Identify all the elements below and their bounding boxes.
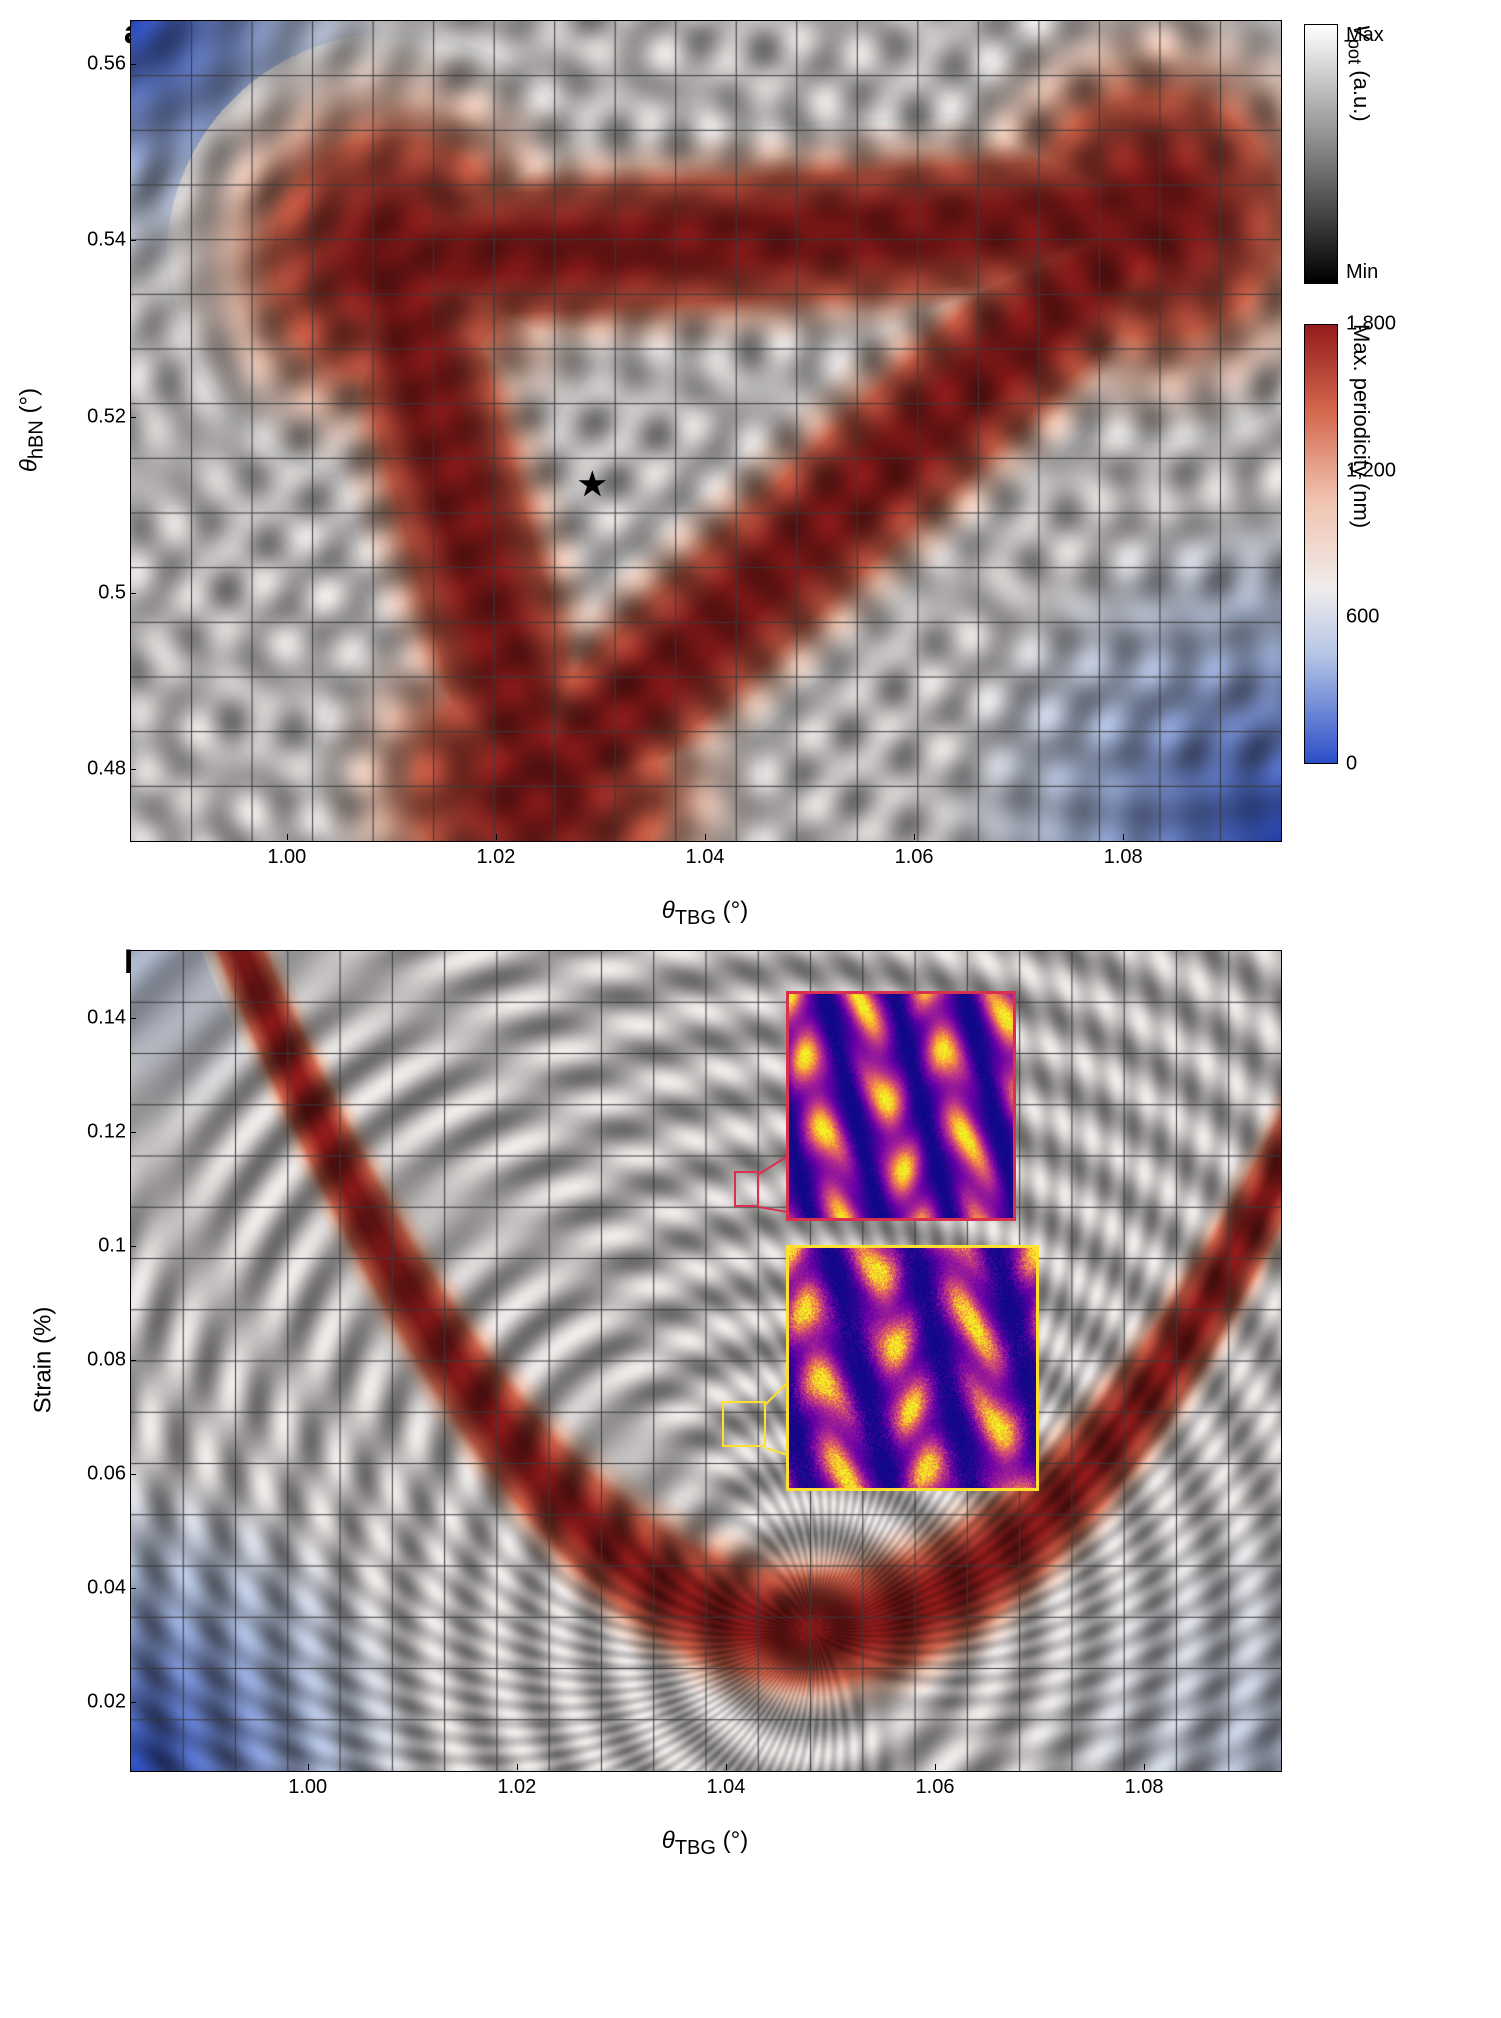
panel-a-xaxis: θTBG (°) 1.001.021.041.061.08 bbox=[130, 840, 1280, 910]
vpot-strip bbox=[1304, 24, 1338, 284]
panel-a: a ★ θhBN (°) 0.480.50.520.540.56 θTBG (°… bbox=[130, 20, 1480, 840]
panel-b-plot: Strain (%) 0.020.040.060.080.10.120.14 θ… bbox=[130, 950, 1280, 1770]
inset-bottom bbox=[786, 1245, 1039, 1491]
inset-top bbox=[786, 991, 1016, 1221]
panel-a-yaxis: θhBN (°) 0.480.50.520.540.56 bbox=[40, 20, 130, 840]
figure: a ★ θhBN (°) 0.480.50.520.540.56 θTBG (°… bbox=[20, 20, 1480, 1770]
star-marker: ★ bbox=[578, 465, 607, 503]
period-strip bbox=[1304, 324, 1338, 764]
vpot-min-label: Min bbox=[1346, 261, 1384, 284]
period-title: Max. periodicity (nm) bbox=[1348, 324, 1374, 528]
period-colorbar: 06001,2001,800 Max. periodicity (nm) bbox=[1304, 324, 1406, 764]
inset-bottom-source-box bbox=[722, 1401, 766, 1447]
panel-b-xaxis: θTBG (°) 1.001.021.041.061.08 bbox=[130, 1770, 1280, 1840]
panel-a-canvas bbox=[130, 20, 1282, 842]
vpot-colorbar: Max Min Vpot (a.u.) bbox=[1304, 24, 1406, 284]
panel-b: b Strain (%) 0.020.040.060.080.10.120.14 bbox=[130, 950, 1480, 1770]
inset-top-source-box bbox=[734, 1171, 759, 1207]
panel-b-canvas bbox=[130, 950, 1282, 1772]
vpot-title: Vpot (a.u.) bbox=[1344, 24, 1374, 122]
colorbars: Max Min Vpot (a.u.) 06001,2001,800 Max. … bbox=[1304, 20, 1406, 764]
panel-b-yaxis: Strain (%) 0.020.040.060.080.10.120.14 bbox=[40, 950, 130, 1770]
panel-a-plot: ★ θhBN (°) 0.480.50.520.540.56 θTBG (°) … bbox=[130, 20, 1280, 840]
